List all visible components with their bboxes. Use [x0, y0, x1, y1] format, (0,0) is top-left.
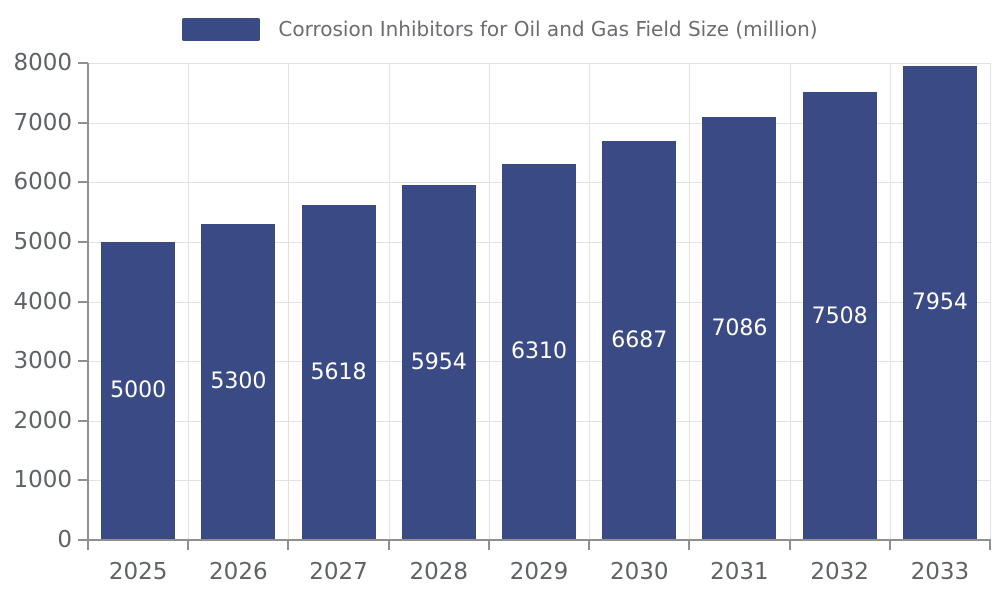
gridline-vertical: [689, 63, 691, 540]
y-axis-tick: [78, 240, 88, 243]
x-axis-tick: [588, 540, 591, 550]
gridline-vertical: [188, 63, 190, 540]
y-axis-tick: [78, 62, 88, 64]
bar-2031: 7086: [702, 117, 777, 540]
gridline-vertical: [990, 63, 991, 540]
x-axis-tick-label: 2033: [910, 559, 970, 585]
x-axis-tick-label: 2026: [209, 559, 268, 585]
y-axis-tick-label: 6000: [13, 169, 72, 196]
y-axis-tick-label: 1000: [13, 467, 72, 494]
y-axis-tick: [78, 479, 88, 482]
x-axis-tick: [87, 540, 89, 550]
bar-value-label: 7954: [911, 290, 968, 316]
y-axis-line: [87, 63, 89, 550]
bar-value-label: 5954: [410, 349, 467, 375]
gridline-vertical: [388, 63, 390, 540]
bar-value-label: 5618: [310, 360, 367, 385]
x-axis-tick: [688, 540, 691, 550]
x-axis-tick: [287, 540, 290, 550]
y-axis-tick: [78, 419, 88, 422]
x-axis-tick-label: 2030: [609, 559, 669, 585]
gridline-horizontal: [88, 122, 990, 124]
bar-2026: 5300: [201, 223, 276, 540]
bar-2030: 6687: [602, 141, 677, 540]
x-axis-tick-label: 2029: [509, 559, 569, 585]
x-axis-tick: [888, 540, 891, 550]
bar-2025: 5000: [101, 241, 176, 540]
gridline-vertical: [789, 63, 791, 540]
x-axis-tick-label: 2031: [710, 559, 769, 585]
x-axis-tick-label: 2028: [409, 559, 469, 585]
y-axis-tick-label: 7000: [13, 109, 72, 136]
y-axis-tick: [78, 539, 88, 541]
bar-value-label: 7086: [711, 316, 768, 342]
x-axis-tick: [387, 540, 390, 550]
x-axis-tick-label: 2027: [309, 559, 368, 585]
y-axis-tick: [78, 181, 88, 184]
gridline-vertical: [288, 63, 290, 540]
x-axis-tick: [788, 540, 791, 550]
bar-value-label: 5000: [110, 378, 167, 404]
bar-2028: 5954: [401, 184, 476, 540]
y-axis-tick-label: 3000: [13, 348, 72, 375]
x-axis-tick: [187, 540, 190, 550]
bar-value-label: 5300: [210, 369, 267, 395]
legend: Corrosion Inhibitors for Oil and Gas Fie…: [0, 16, 1000, 42]
bar-value-label: 6310: [511, 339, 567, 365]
legend-swatch: [182, 17, 261, 41]
x-axis-line: [87, 539, 991, 541]
y-axis-tick: [78, 121, 88, 124]
y-axis-tick-label: 5000: [13, 228, 72, 255]
y-axis-tick-label: 4000: [13, 288, 72, 315]
gridline-vertical: [589, 63, 591, 540]
y-axis-tick: [78, 360, 88, 363]
bar-value-label: 6687: [611, 328, 668, 354]
gridline-horizontal: [88, 63, 990, 64]
bar-2032: 7508: [802, 92, 877, 540]
y-axis-tick-label: 8000: [13, 50, 72, 76]
y-axis-tick-label: 0: [57, 527, 72, 553]
bar-value-label: 7508: [811, 303, 868, 329]
x-axis-tick-label: 2032: [810, 559, 869, 585]
gridline-vertical: [889, 63, 891, 540]
gridline-vertical: [488, 63, 490, 540]
legend-label: Corrosion Inhibitors for Oil and Gas Fie…: [278, 17, 818, 41]
y-axis-tick: [78, 300, 88, 303]
bar-2033: 7954: [902, 65, 977, 540]
y-axis-tick-label: 2000: [13, 407, 72, 434]
bar-2027: 5618: [301, 205, 376, 540]
x-axis-tick: [487, 540, 490, 550]
x-axis-tick-label: 2025: [108, 559, 168, 585]
x-axis-tick: [989, 540, 991, 550]
bar-2029: 6310: [502, 163, 576, 540]
